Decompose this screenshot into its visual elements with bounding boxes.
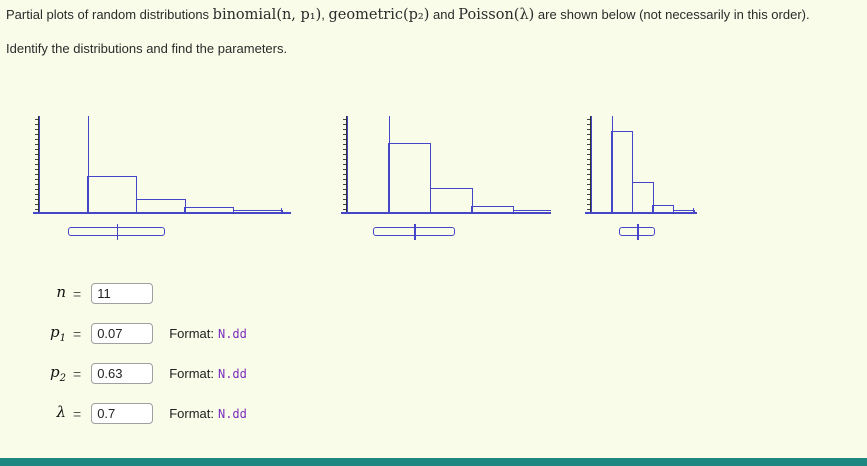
answer-row-p1: p1 = Format:N.dd [42,322,247,345]
format-hint: Format: N.dd [169,406,247,421]
histogram-bar [347,116,390,212]
format-hint: Format: N.dd [169,366,247,381]
equals-sign: = [73,325,82,342]
histogram-bar [388,143,432,212]
answer-row-p2: p2 = Format:N.dd [42,362,247,385]
problem-statement: Partial plots of random distributions bi… [0,0,867,59]
lambda-input[interactable] [91,403,154,424]
x-axis-tail-ticks [693,208,697,212]
pan-slider[interactable] [68,224,165,240]
x-first-tick-label: 0 [592,213,597,214]
slider-tick [414,224,416,240]
histogram-bar [611,131,634,212]
slider-tick [637,224,639,240]
intro-sep2: and [429,7,459,22]
intro-sep1: , [321,7,329,22]
x-first-tick-label: 0 [357,213,362,214]
intro-paragraph: Partial plots of random distributions bi… [6,5,859,26]
histogram-plot-2: 0.497 0 0 [313,116,551,240]
y-axis [585,116,591,212]
p2-input[interactable] [91,363,154,384]
answer-section: n = p1 = Format:N.dd p2 = Format:N.dd λ … [42,282,247,442]
histogram-bar [512,210,551,212]
histogram-bar [471,206,515,212]
p1-input[interactable] [91,323,154,344]
x-axis-tail-ticks [281,208,291,212]
plot-area-2: 0.497 0 0 [341,116,551,214]
histogram-bar [429,188,473,212]
histogram-bar [672,210,695,212]
histogram-bar [184,207,235,212]
histogram-bar [135,199,186,212]
histogram-plot-3: 0.450 0 0 [557,116,697,240]
histogram-bar [591,116,613,212]
pan-slider[interactable] [619,224,655,240]
math-binomial: binomial(n, p₁) [212,7,322,23]
footer-bar [0,458,867,466]
equals-sign: = [73,405,82,422]
equals-sign: = [73,365,82,382]
histogram-bar [232,210,283,212]
intro-text-pre: Partial plots of random distributions [6,7,213,22]
math-poisson: Poisson(λ) [458,7,535,23]
format-hint: Format: N.dd [169,326,247,341]
intro-text-post: are shown below (not necessarily in this… [534,7,810,22]
histogram-bar [631,182,654,212]
x-first-tick-label: 1 [51,213,56,214]
plot-area-3: 0.450 0 0 [585,116,697,214]
format-code: N.dd [217,327,247,341]
plot-area-1: 0.630 0 1 [33,116,291,214]
histogram-plots-row: 0.630 0 1 0.497 0 0 0.450 0 0 [5,116,697,240]
var-label-lambda: λ [56,403,66,421]
equals-sign: = [73,285,82,302]
y-axis [33,116,39,212]
histogram-plot-1: 0.630 0 1 [5,116,291,240]
histogram-bar [652,205,675,212]
var-label-n: n [56,283,66,301]
histogram-bar [87,176,138,212]
y-axis [341,116,347,212]
slider-tick [116,224,118,240]
answer-row-lambda: λ = Format:N.dd [42,402,247,425]
pan-slider[interactable] [373,224,455,240]
format-code: N.dd [217,367,247,381]
var-label-p1: p1 [50,323,66,344]
math-geometric: geometric(p₂) [328,7,430,23]
var-label-p2: p2 [50,363,66,384]
task-instruction: Identify the distributions and find the … [6,41,288,57]
format-code: N.dd [217,407,247,421]
answer-row-n: n = [42,282,247,305]
histogram-bar [39,116,89,212]
n-input[interactable] [91,283,154,304]
